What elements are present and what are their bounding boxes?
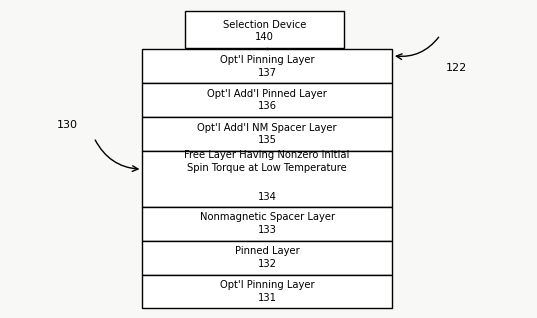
Bar — [142, 83, 392, 117]
Text: Opt'l Add'l NM Spacer Layer: Opt'l Add'l NM Spacer Layer — [197, 123, 337, 133]
Text: 122: 122 — [446, 63, 467, 73]
Text: Selection Device: Selection Device — [223, 20, 306, 30]
Text: 134: 134 — [258, 192, 277, 202]
Bar — [142, 207, 392, 241]
Text: Pinned Layer: Pinned Layer — [235, 246, 300, 256]
Text: 135: 135 — [258, 135, 277, 145]
Text: Opt'l Pinning Layer: Opt'l Pinning Layer — [220, 280, 315, 290]
Text: Opt'l Pinning Layer: Opt'l Pinning Layer — [220, 55, 315, 65]
Bar — [142, 241, 392, 274]
Text: 131: 131 — [258, 293, 277, 303]
Text: Opt'l Add'l Pinned Layer: Opt'l Add'l Pinned Layer — [207, 89, 327, 99]
Text: Nonmagnetic Spacer Layer: Nonmagnetic Spacer Layer — [200, 212, 335, 222]
Bar — [142, 49, 392, 83]
Text: 133: 133 — [258, 225, 277, 235]
Text: 130: 130 — [56, 120, 78, 130]
Bar — [142, 117, 392, 151]
Text: 136: 136 — [258, 101, 277, 112]
Text: 140: 140 — [255, 32, 274, 43]
Text: 137: 137 — [258, 68, 277, 78]
Text: 132: 132 — [258, 259, 277, 269]
Text: Free Layer Having Nonzero Initial
Spin Torque at Low Temperature: Free Layer Having Nonzero Initial Spin T… — [185, 150, 350, 173]
Bar — [142, 274, 392, 308]
Bar — [142, 151, 392, 207]
Bar — [185, 11, 344, 48]
